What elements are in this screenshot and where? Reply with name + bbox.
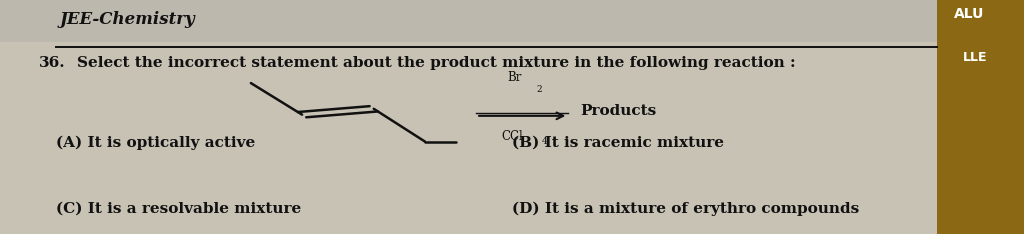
Text: Products: Products	[581, 104, 656, 118]
Text: (A) It is optically active: (A) It is optically active	[56, 136, 256, 150]
Text: 36.: 36.	[39, 56, 66, 70]
Text: LLE: LLE	[963, 51, 987, 65]
Text: ALU: ALU	[954, 7, 985, 21]
Bar	[0, 0, 1024, 42]
Text: (D) It is a mixture of erythro compounds: (D) It is a mixture of erythro compounds	[512, 201, 859, 216]
Text: JEE-Chemistry: JEE-Chemistry	[59, 11, 195, 28]
Text: Select the incorrect statement about the product mixture in the following reacti: Select the incorrect statement about the…	[77, 56, 796, 70]
Text: 4: 4	[542, 137, 548, 146]
Text: Br: Br	[507, 71, 521, 84]
Text: 2: 2	[537, 85, 543, 94]
Text: (B) It is racemic mixture: (B) It is racemic mixture	[512, 136, 724, 150]
Text: CCl: CCl	[501, 130, 523, 143]
Bar	[937, 0, 1024, 234]
Text: (C) It is a resolvable mixture: (C) It is a resolvable mixture	[56, 201, 302, 215]
